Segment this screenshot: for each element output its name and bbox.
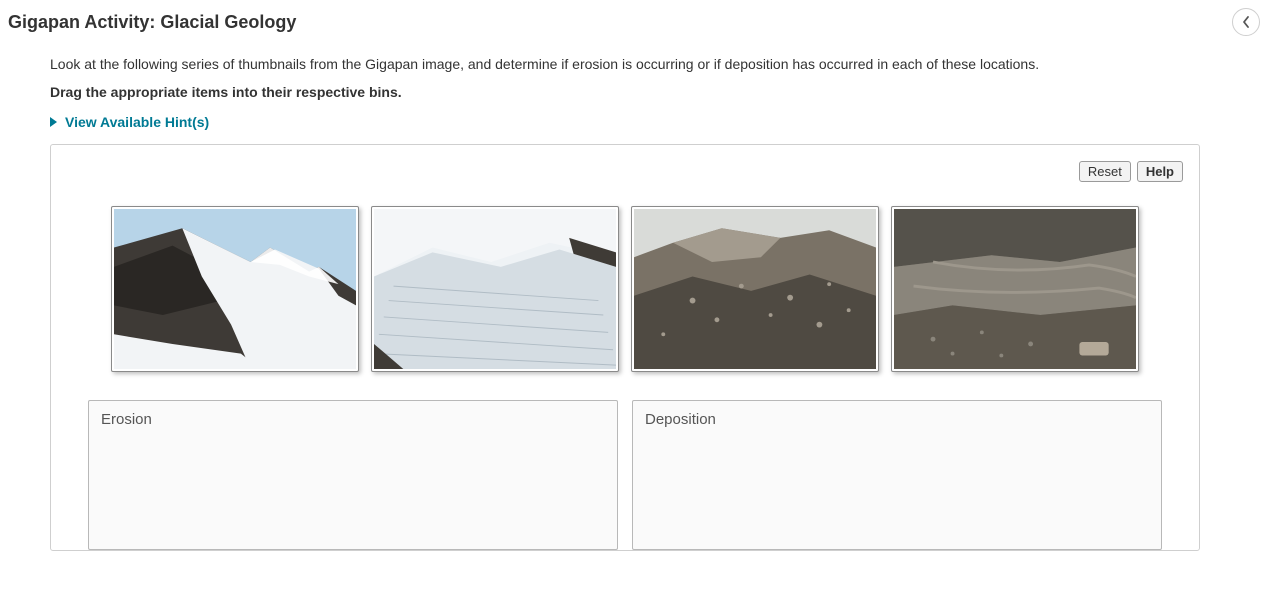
thumbnails-row [67,206,1183,372]
chevron-left-icon [1241,15,1251,29]
bin-deposition[interactable]: Deposition [632,400,1162,550]
caret-right-icon [50,117,57,127]
reset-button[interactable]: Reset [1079,161,1131,182]
page-title: Gigapan Activity: Glacial Geology [8,12,296,33]
hints-label: View Available Hint(s) [65,114,209,130]
glacier-image-icon [114,209,356,369]
instruction-text: Drag the appropriate items into their re… [50,84,1280,100]
glacier-image-icon [374,209,616,369]
bins-row: Erosion Deposition [67,400,1183,550]
thumbnail-moraine-pile[interactable] [631,206,879,372]
moraine-image-icon [634,209,876,369]
bin-label: Erosion [101,411,605,428]
view-hints-link[interactable]: View Available Hint(s) [50,114,209,130]
thumbnail-outwash-valley[interactable] [891,206,1139,372]
help-button[interactable]: Help [1137,161,1183,182]
prev-button[interactable] [1232,8,1260,36]
outwash-image-icon [894,209,1136,369]
activity-container: Reset Help [50,144,1200,551]
prompt-text: Look at the following series of thumbnai… [50,56,1280,72]
thumbnail-snowy-cliff[interactable] [111,206,359,372]
bin-erosion[interactable]: Erosion [88,400,618,550]
bin-label: Deposition [645,411,1149,428]
thumbnail-glacier-icefield[interactable] [371,206,619,372]
